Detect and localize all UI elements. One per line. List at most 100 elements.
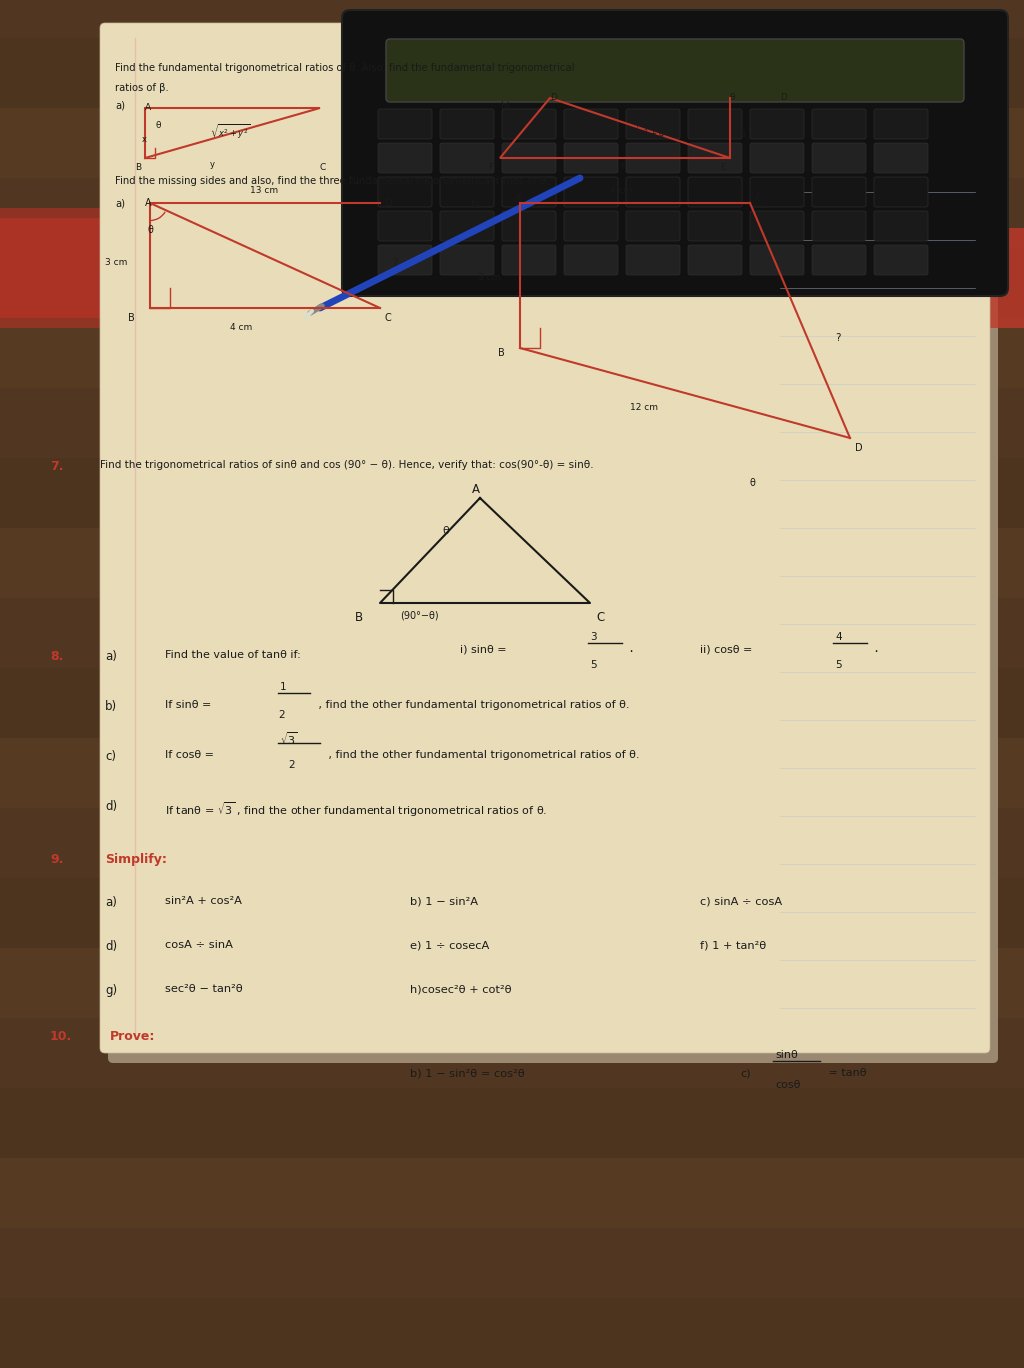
Text: ?: ?: [392, 259, 397, 268]
Bar: [0, 1295, 1024, 1368]
Text: B: B: [355, 611, 364, 624]
Text: Prove:: Prove:: [110, 1030, 156, 1042]
Text: cosθ: cosθ: [775, 1079, 801, 1090]
FancyBboxPatch shape: [502, 211, 556, 241]
FancyBboxPatch shape: [688, 245, 742, 275]
Text: D: D: [385, 198, 392, 208]
Text: y: y: [210, 160, 215, 170]
Bar: [0, 316, 1024, 389]
Text: 2: 2: [288, 761, 295, 770]
FancyBboxPatch shape: [378, 144, 432, 172]
Text: Find the trigonometrical ratios of sinθ and cos (90° − θ). Hence, verify that: c: Find the trigonometrical ratios of sinθ …: [100, 460, 594, 471]
Bar: [0, 386, 1024, 458]
Text: sec²θ − tan²θ: sec²θ − tan²θ: [165, 984, 243, 995]
Text: 3: 3: [590, 632, 597, 642]
Bar: [0, 105, 1024, 178]
Bar: [0, 806, 1024, 878]
FancyBboxPatch shape: [342, 10, 1008, 295]
FancyBboxPatch shape: [750, 176, 804, 207]
FancyBboxPatch shape: [564, 211, 618, 241]
FancyBboxPatch shape: [564, 245, 618, 275]
Text: Find the missing sides and also, find the three fundamental trigonometrical rati: Find the missing sides and also, find th…: [115, 176, 549, 186]
Text: c) sinA ÷ cosA: c) sinA ÷ cosA: [700, 896, 782, 906]
Text: B: B: [135, 163, 141, 172]
Text: g): g): [105, 984, 117, 997]
Bar: [0, 0, 1024, 38]
FancyBboxPatch shape: [100, 23, 990, 1053]
FancyBboxPatch shape: [378, 245, 432, 275]
Bar: [0, 208, 180, 328]
Text: 12 cm: 12 cm: [630, 404, 658, 412]
FancyBboxPatch shape: [874, 144, 928, 172]
FancyBboxPatch shape: [812, 109, 866, 140]
FancyBboxPatch shape: [502, 144, 556, 172]
Text: b): b): [500, 100, 510, 109]
FancyBboxPatch shape: [812, 144, 866, 172]
Text: 3 cm: 3 cm: [478, 274, 501, 282]
Text: 5: 5: [590, 659, 597, 670]
Text: If sinθ =: If sinθ =: [165, 700, 211, 710]
Text: 4 cm: 4 cm: [610, 186, 632, 196]
FancyBboxPatch shape: [440, 245, 494, 275]
Bar: [0, 1016, 1024, 1088]
Text: 3 cm: 3 cm: [105, 259, 127, 267]
Bar: [0, 456, 1024, 528]
FancyBboxPatch shape: [378, 176, 432, 207]
Bar: [0, 218, 319, 317]
FancyBboxPatch shape: [564, 144, 618, 172]
FancyBboxPatch shape: [564, 109, 618, 140]
FancyBboxPatch shape: [564, 176, 618, 207]
FancyBboxPatch shape: [874, 245, 928, 275]
Bar: [0, 736, 1024, 808]
Text: 4: 4: [835, 632, 842, 642]
Text: 8.: 8.: [50, 650, 63, 663]
FancyBboxPatch shape: [502, 109, 556, 140]
Text: B: B: [498, 347, 505, 358]
Text: sin²A + cos²A: sin²A + cos²A: [165, 896, 242, 906]
Text: F: F: [488, 163, 494, 172]
Text: Find the value of tanθ if:: Find the value of tanθ if:: [165, 650, 301, 659]
FancyBboxPatch shape: [750, 144, 804, 172]
Bar: [0, 176, 1024, 248]
Text: ratios of β.: ratios of β.: [115, 83, 169, 93]
Text: $\sqrt{x^2+y^2}$: $\sqrt{x^2+y^2}$: [210, 123, 250, 142]
Text: If cosθ =: If cosθ =: [165, 750, 214, 761]
Text: 5: 5: [835, 659, 842, 670]
FancyBboxPatch shape: [688, 211, 742, 241]
FancyBboxPatch shape: [626, 211, 680, 241]
Text: 1: 1: [280, 683, 287, 692]
Text: A: A: [472, 483, 480, 497]
Text: Simplify:: Simplify:: [105, 854, 167, 866]
FancyBboxPatch shape: [386, 40, 964, 103]
FancyBboxPatch shape: [812, 245, 866, 275]
Text: 4 cm: 4 cm: [230, 323, 252, 332]
Text: a): a): [105, 896, 117, 908]
Text: β: β: [510, 118, 516, 127]
Text: = tanθ: = tanθ: [825, 1068, 866, 1078]
Text: C: C: [319, 163, 327, 172]
FancyBboxPatch shape: [874, 109, 928, 140]
Text: C: C: [385, 313, 392, 323]
Bar: [0, 1086, 1024, 1157]
Text: x: x: [142, 135, 147, 144]
Text: , find the other fundamental trigonometrical ratios of θ.: , find the other fundamental trigonometr…: [315, 700, 630, 710]
Text: θ: θ: [147, 224, 153, 235]
Bar: [800, 228, 1024, 328]
Text: E: E: [720, 163, 726, 172]
Text: θ: θ: [750, 477, 756, 488]
Text: b): b): [470, 198, 480, 208]
Bar: [0, 1156, 1024, 1228]
Text: f) 1 + tan²θ: f) 1 + tan²θ: [700, 940, 766, 949]
FancyBboxPatch shape: [874, 211, 928, 241]
FancyBboxPatch shape: [874, 176, 928, 207]
Text: ·: ·: [625, 644, 634, 659]
Text: b): b): [105, 700, 117, 713]
FancyBboxPatch shape: [688, 109, 742, 140]
Text: e) 1 ÷ cosecA: e) 1 ÷ cosecA: [410, 940, 489, 949]
Text: a): a): [115, 100, 125, 109]
Bar: [0, 666, 1024, 737]
Text: $\sqrt{3}$: $\sqrt{3}$: [280, 731, 298, 747]
FancyBboxPatch shape: [440, 176, 494, 207]
Text: C: C: [596, 611, 604, 624]
Text: θ: θ: [155, 120, 161, 130]
